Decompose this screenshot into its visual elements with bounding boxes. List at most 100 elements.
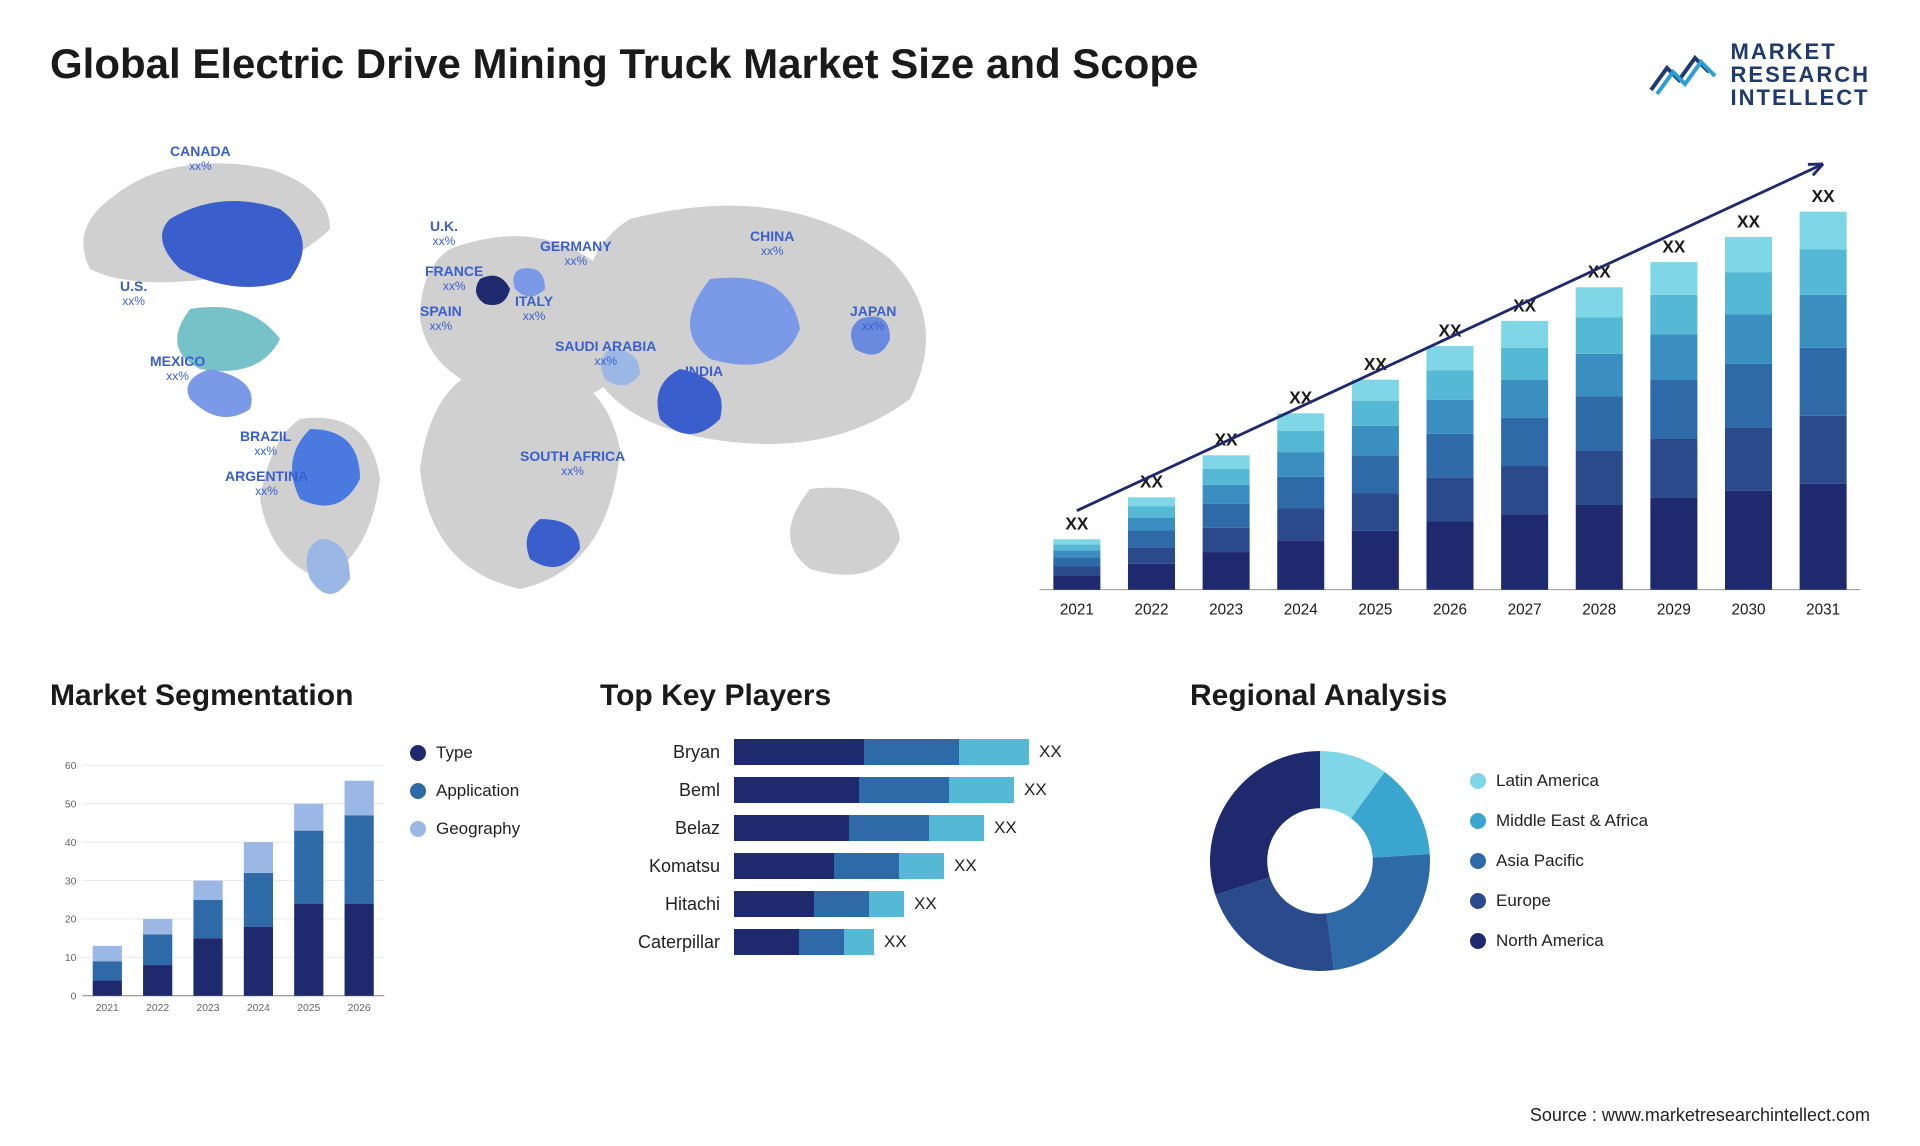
regional-donut-chart bbox=[1190, 731, 1450, 991]
segmentation-legend-item: Geography bbox=[410, 819, 570, 839]
player-bar-segment bbox=[734, 853, 834, 879]
map-label-u-k-: U.K.xx% bbox=[430, 219, 458, 248]
player-bar-segment bbox=[859, 777, 949, 803]
svg-text:2021: 2021 bbox=[96, 1003, 119, 1014]
legend-label: Asia Pacific bbox=[1496, 851, 1584, 871]
logo-text-2: RESEARCH bbox=[1731, 63, 1870, 86]
world-map-icon bbox=[50, 139, 990, 649]
legend-dot-icon bbox=[1470, 773, 1486, 789]
regional-legend-item: Middle East & Africa bbox=[1470, 811, 1870, 831]
player-value: XX bbox=[994, 818, 1017, 838]
legend-label: Middle East & Africa bbox=[1496, 811, 1648, 831]
regional-legend: Latin America Middle East & Africa Asia Pa… bbox=[1470, 771, 1870, 951]
map-label-italy: ITALYxx% bbox=[515, 294, 553, 323]
player-row: HitachiXX bbox=[600, 891, 1160, 917]
world-map-panel: CANADAxx%U.S.xx%MEXICOxx%BRAZILxx%ARGENT… bbox=[50, 139, 990, 649]
player-bar-segment bbox=[799, 929, 844, 955]
map-label-brazil: BRAZILxx% bbox=[240, 429, 291, 458]
map-label-germany: GERMANYxx% bbox=[540, 239, 612, 268]
svg-text:2021: 2021 bbox=[1060, 602, 1094, 619]
svg-text:10: 10 bbox=[65, 953, 77, 964]
player-value: XX bbox=[1024, 780, 1047, 800]
svg-text:0: 0 bbox=[71, 992, 77, 1003]
svg-text:2025: 2025 bbox=[1358, 602, 1392, 619]
regional-title: Regional Analysis bbox=[1190, 679, 1870, 713]
svg-text:2023: 2023 bbox=[196, 1003, 219, 1014]
player-value: XX bbox=[884, 932, 907, 952]
svg-text:XX: XX bbox=[1812, 186, 1835, 206]
player-bar-segment bbox=[844, 929, 874, 955]
player-bar-segment bbox=[899, 853, 944, 879]
svg-text:2031: 2031 bbox=[1806, 602, 1840, 619]
growth-bar-chart: XX2021XX2022XX2023XX2024XX2025XX2026XX20… bbox=[1030, 139, 1870, 649]
svg-text:2026: 2026 bbox=[348, 1003, 371, 1014]
player-bar-segment bbox=[734, 929, 799, 955]
segmentation-legend: Type Application Geography bbox=[410, 731, 570, 1049]
svg-text:2022: 2022 bbox=[146, 1003, 169, 1014]
map-label-saudi-arabia: SAUDI ARABIAxx% bbox=[555, 339, 656, 368]
map-label-france: FRANCExx% bbox=[425, 264, 483, 293]
segmentation-title: Market Segmentation bbox=[50, 679, 570, 713]
player-name: Hitachi bbox=[600, 894, 720, 915]
player-bar-segment bbox=[734, 891, 814, 917]
player-bar-segment bbox=[929, 815, 984, 841]
player-bar-segment bbox=[814, 891, 869, 917]
svg-text:2023: 2023 bbox=[1209, 602, 1243, 619]
player-bar bbox=[734, 891, 904, 917]
map-label-japan: JAPANxx% bbox=[850, 304, 896, 333]
player-value: XX bbox=[1039, 742, 1062, 762]
legend-label: Europe bbox=[1496, 891, 1551, 911]
svg-text:2028: 2028 bbox=[1582, 602, 1616, 619]
player-bar-segment bbox=[834, 853, 899, 879]
player-name: Bryan bbox=[600, 742, 720, 763]
svg-text:40: 40 bbox=[65, 838, 77, 849]
player-bar-segment bbox=[734, 739, 864, 765]
svg-text:2030: 2030 bbox=[1732, 602, 1766, 619]
legend-label: Latin America bbox=[1496, 771, 1599, 791]
brand-logo: MARKET RESEARCH INTELLECT bbox=[1649, 40, 1870, 109]
legend-dot-icon bbox=[1470, 853, 1486, 869]
legend-dot-icon bbox=[1470, 813, 1486, 829]
svg-text:XX: XX bbox=[1065, 514, 1088, 534]
legend-label: North America bbox=[1496, 931, 1604, 951]
svg-text:2025: 2025 bbox=[297, 1003, 320, 1014]
map-label-argentina: ARGENTINAxx% bbox=[225, 469, 308, 498]
map-label-mexico: MEXICOxx% bbox=[150, 354, 205, 383]
player-row: Beml XX bbox=[600, 777, 1160, 803]
player-bar bbox=[734, 929, 874, 955]
map-label-china: CHINAxx% bbox=[750, 229, 794, 258]
map-label-india: INDIAxx% bbox=[685, 364, 723, 393]
player-bar-segment bbox=[734, 815, 849, 841]
map-label-spain: SPAINxx% bbox=[420, 304, 462, 333]
player-bar-segment bbox=[949, 777, 1014, 803]
legend-dot-icon bbox=[410, 783, 426, 799]
svg-text:2024: 2024 bbox=[247, 1003, 270, 1014]
player-name: Beml bbox=[600, 780, 720, 801]
svg-text:60: 60 bbox=[65, 761, 77, 772]
svg-text:2027: 2027 bbox=[1508, 602, 1542, 619]
segmentation-panel: Market Segmentation 0 10 20 30 40 50 60 2021 202… bbox=[50, 679, 570, 1049]
svg-text:50: 50 bbox=[65, 800, 77, 811]
legend-dot-icon bbox=[410, 821, 426, 837]
player-bar bbox=[734, 777, 1014, 803]
legend-label: Type bbox=[436, 743, 473, 763]
svg-text:30: 30 bbox=[65, 877, 77, 888]
legend-label: Application bbox=[436, 781, 519, 801]
map-label-canada: CANADAxx% bbox=[170, 144, 231, 173]
player-name: Komatsu bbox=[600, 856, 720, 877]
players-panel: Top Key Players BryanXXBemlXXBelazXXKoma… bbox=[600, 679, 1160, 1049]
player-bar bbox=[734, 739, 1029, 765]
player-row: Bryan XX bbox=[600, 739, 1160, 765]
legend-dot-icon bbox=[1470, 933, 1486, 949]
growth-chart-panel: XX2021XX2022XX2023XX2024XX2025XX2026XX20… bbox=[1030, 139, 1870, 649]
svg-text:20: 20 bbox=[65, 915, 77, 926]
player-bar bbox=[734, 853, 944, 879]
segmentation-legend-item: Type bbox=[410, 743, 570, 763]
svg-text:XX: XX bbox=[1737, 212, 1760, 232]
regional-legend-item: Europe bbox=[1470, 891, 1870, 911]
svg-text:2029: 2029 bbox=[1657, 602, 1691, 619]
player-name: Belaz bbox=[600, 818, 720, 839]
logo-mark-icon bbox=[1649, 50, 1719, 100]
regional-legend-item: Latin America bbox=[1470, 771, 1870, 791]
svg-text:2026: 2026 bbox=[1433, 602, 1467, 619]
